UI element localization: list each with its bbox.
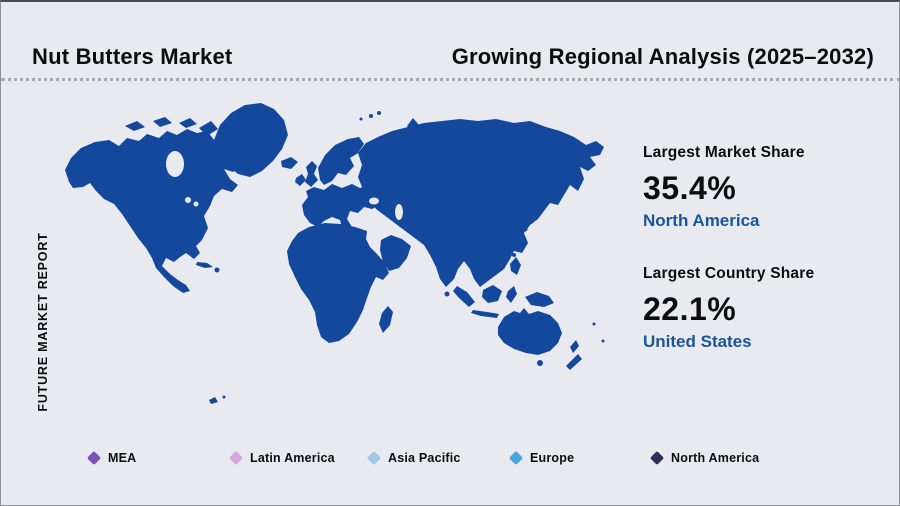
- stat-country-share: Largest Country Share 22.1% United State…: [643, 265, 814, 352]
- world-map-land: [65, 103, 605, 404]
- page-title: Nut Butters Market: [32, 44, 233, 69]
- legend-label-north-america: North America: [671, 451, 760, 465]
- legend-item-north-america: North America: [649, 449, 760, 467]
- legend-item-asia-pacific: Asia Pacific: [366, 449, 461, 467]
- legend-item-mea: MEA: [86, 449, 137, 467]
- legend-marker-asia-pacific-icon: [366, 450, 382, 466]
- legend: MEA Latin America Asia Pacific Europe No…: [1, 449, 899, 469]
- map-cutouts: [166, 151, 403, 220]
- stat-country-share-value: 22.1%: [643, 291, 737, 327]
- legend-marker-europe-icon: [508, 450, 524, 466]
- brand-watermark: FUTURE MARKET REPORT: [36, 232, 50, 412]
- legend-label-asia-pacific: Asia Pacific: [388, 451, 461, 465]
- legend-item-europe: Europe: [508, 449, 575, 467]
- legend-marker-mea-icon: [86, 450, 102, 466]
- page-subtitle: Growing Regional Analysis (2025–2032): [451, 44, 874, 69]
- stat-market-share-label: Largest Market Share: [643, 144, 805, 161]
- legend-item-latin-america: Latin America: [228, 449, 335, 467]
- legend-label-europe: Europe: [530, 451, 575, 465]
- stat-country-share-label: Largest Country Share: [643, 265, 815, 282]
- stat-market-share-region: North America: [643, 211, 760, 230]
- world-map: [61, 94, 621, 424]
- header-divider: [1, 78, 899, 81]
- legend-marker-latin-america-icon: [228, 450, 244, 466]
- stat-market-share: Largest Market Share 35.4% North America: [643, 144, 805, 231]
- legend-label-latin-america: Latin America: [250, 451, 335, 465]
- world-map-svg: [65, 103, 605, 404]
- legend-marker-north-america-icon: [649, 450, 665, 466]
- legend-label-mea: MEA: [108, 451, 137, 465]
- stat-country-share-region: United States: [643, 332, 752, 351]
- stat-market-share-value: 35.4%: [643, 170, 737, 206]
